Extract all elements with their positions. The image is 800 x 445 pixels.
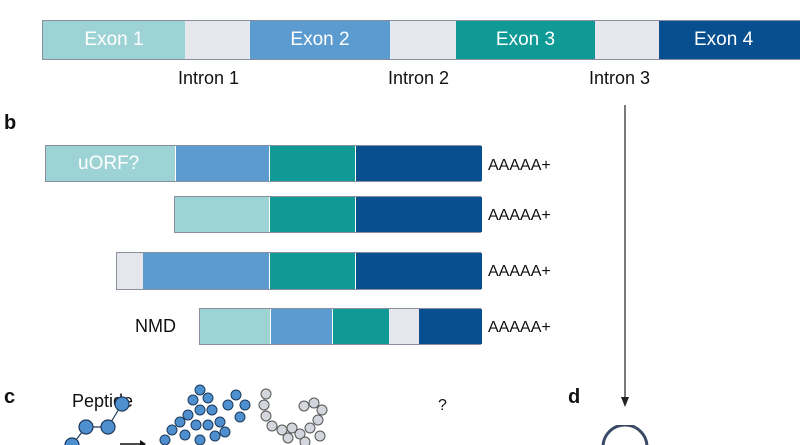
intron-3-block [595,21,659,59]
uorf-label: uORF? [78,152,140,174]
panel-d-label: d [568,386,581,408]
exon-2-segment [143,253,269,289]
peptide-illustration [64,384,328,445]
exon-1-segment [175,197,269,232]
misfolded-protein-icon [258,388,328,445]
exon-3-segment [269,197,355,232]
intron-1-label: Intron 1 [178,68,240,88]
exon-4-segment [355,197,482,232]
intron-2-block [390,21,456,59]
polya-tail: AAAAA+ [488,207,551,224]
panel-d-circle-icon [601,425,649,445]
exon-1: Exon 1 [43,21,185,59]
exon-4-segment [419,309,482,344]
uorf-segment: uORF? [46,146,175,181]
exon-3-segment [332,309,389,344]
intron-3-label: Intron 3 [589,68,651,88]
arrow-to-d [621,105,629,407]
folded-protein-icon [159,384,251,445]
transcript-1: uORF? [45,145,482,182]
exon-3: Exon 3 [456,21,595,59]
exon-2-segment [270,309,332,344]
exon-2-label: Exon 2 [290,29,350,50]
intron-2-label: Intron 2 [388,68,450,88]
exon-1-label: Exon 1 [84,29,144,50]
exon-2: Exon 2 [250,21,390,59]
question-mark: ? [438,397,447,414]
intron-segment [389,309,419,344]
exon-1-segment [200,309,270,344]
polya-tail: AAAAA+ [488,157,551,174]
right-arrow-icon [120,440,146,445]
polya-tail: AAAAA+ [488,319,551,336]
exon-3-segment [269,146,355,181]
gene-structure-bar: Exon 1 Exon 2 Exon 3 Exon 4 [42,20,800,60]
intron-1-block [185,21,250,59]
exon-4-segment [355,253,482,289]
transcript-2 [174,196,482,233]
transcript-3 [116,252,482,290]
exon-4-label: Exon 4 [694,29,754,50]
intron-segment [117,253,143,289]
peptide-chain-icon [64,396,130,445]
nmd-label: NMD [135,316,176,336]
exon-4: Exon 4 [659,21,800,59]
exon-2-segment [175,146,269,181]
transcript-4 [199,308,482,345]
polya-tail: AAAAA+ [488,263,551,280]
panel-c-label: c [4,386,16,408]
exon-3-segment [269,253,355,289]
exon-4-segment [355,146,482,181]
exon-3-label: Exon 3 [495,29,556,50]
panel-b-label: b [4,112,17,134]
